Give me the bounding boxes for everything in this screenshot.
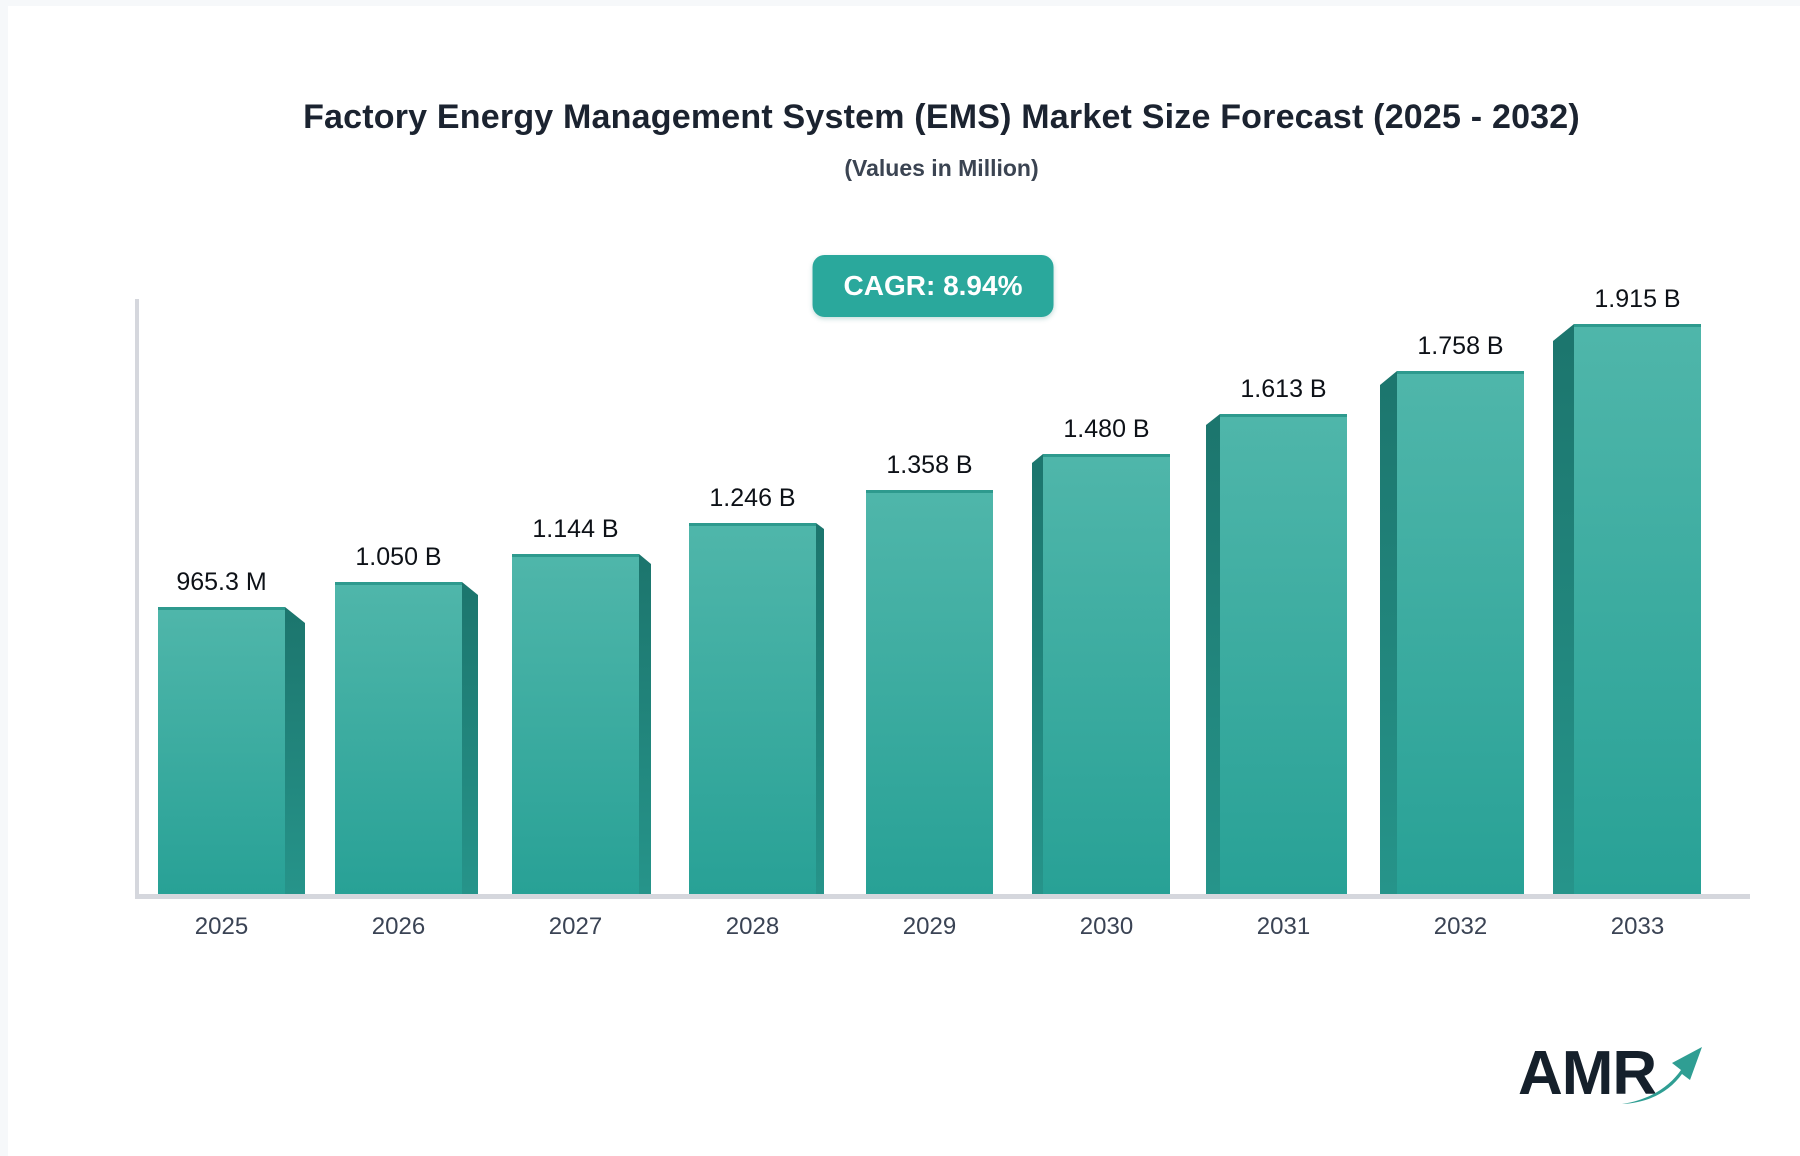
amr-logo-graphic: AMR — [1518, 1039, 1702, 1108]
bar-side-face — [285, 607, 305, 894]
bar-side-face — [462, 582, 478, 894]
logo-arrow-icon — [1622, 1047, 1702, 1104]
bar-group-2031: 1.613 B 2031 — [1206, 299, 1347, 940]
bar-group-2030: 1.480 B 2030 — [1032, 299, 1170, 940]
bar-group-2032: 1.758 B 2032 — [1380, 299, 1524, 940]
x-axis-label-2026: 2026 — [371, 913, 426, 940]
bar-2026 — [335, 582, 462, 894]
bar-2032 — [1397, 371, 1524, 894]
chart-subtitle: (Values in Million) — [844, 155, 1039, 181]
x-axis-label-2029: 2029 — [902, 913, 957, 940]
bars-container: 965.3 M 2025 1.050 B 2026 1.144 B 2027 1.246 B… — [139, 285, 1750, 940]
x-axis-label-2033: 2033 — [1610, 913, 1665, 940]
bar-2025 — [158, 607, 285, 894]
bar-value-label: 1.144 B — [532, 515, 619, 543]
x-axis-baseline — [135, 894, 1750, 899]
bar-group-2033: 1.915 B 2033 — [1553, 285, 1701, 940]
x-axis-label-2030: 2030 — [1079, 913, 1134, 940]
bar-value-label: 1.480 B — [1063, 415, 1150, 443]
bar-value-label: 1.050 B — [355, 543, 442, 571]
bar-side-face — [1032, 454, 1043, 894]
bar-group-2029: 1.358 B 2029 — [866, 299, 993, 940]
bar-group-2026: 1.050 B 2026 — [335, 299, 478, 940]
x-axis-label-2032: 2032 — [1433, 913, 1488, 940]
bar-side-face — [1553, 324, 1574, 894]
chart-header: Factory Energy Management System (EMS) M… — [133, 6, 1750, 182]
bar-2027 — [512, 554, 639, 894]
bar-group-2027: 1.144 B 2027 — [512, 299, 651, 940]
bar-group-2028: 1.246 B 2028 — [689, 299, 824, 940]
bar-2030 — [1043, 454, 1170, 894]
bar-value-label: 1.246 B — [709, 484, 796, 512]
cagr-badge: CAGR: 8.94% — [812, 255, 1054, 317]
bar-value-label: 1.358 B — [886, 451, 973, 479]
y-axis-ticks: 2.0B1.5B1.0B500.0M0 — [0, 299, 139, 894]
bar-2033 — [1574, 324, 1701, 894]
y-axis-line — [135, 299, 139, 894]
amr-logo: AMR — [1518, 1028, 1708, 1114]
bar-value-label: 1.613 B — [1240, 375, 1327, 403]
bar-group-2025: 965.3 M 2025 — [158, 299, 305, 940]
bar-2029 — [866, 490, 993, 894]
bar-2031 — [1220, 414, 1347, 894]
page-title: Factory Energy Management System (EMS) M… — [303, 98, 1580, 136]
bar-value-label: 965.3 M — [176, 568, 267, 596]
bar-value-label: 1.758 B — [1417, 332, 1504, 360]
bar-value-label: 1.915 B — [1594, 285, 1681, 313]
bar-side-face — [639, 554, 651, 894]
x-axis-label-2028: 2028 — [725, 913, 780, 940]
logo-text: AMR — [1518, 1039, 1656, 1108]
bar-2028 — [689, 523, 816, 894]
x-axis-label-2031: 2031 — [1256, 913, 1311, 940]
x-axis-label-2025: 2025 — [194, 913, 249, 940]
bar-side-face — [1206, 414, 1220, 894]
bar-side-face — [1380, 371, 1397, 894]
chart-page: Factory Energy Management System (EMS) M… — [8, 6, 1800, 1156]
x-axis-label-2027: 2027 — [548, 913, 603, 940]
bar-side-face — [816, 523, 824, 894]
